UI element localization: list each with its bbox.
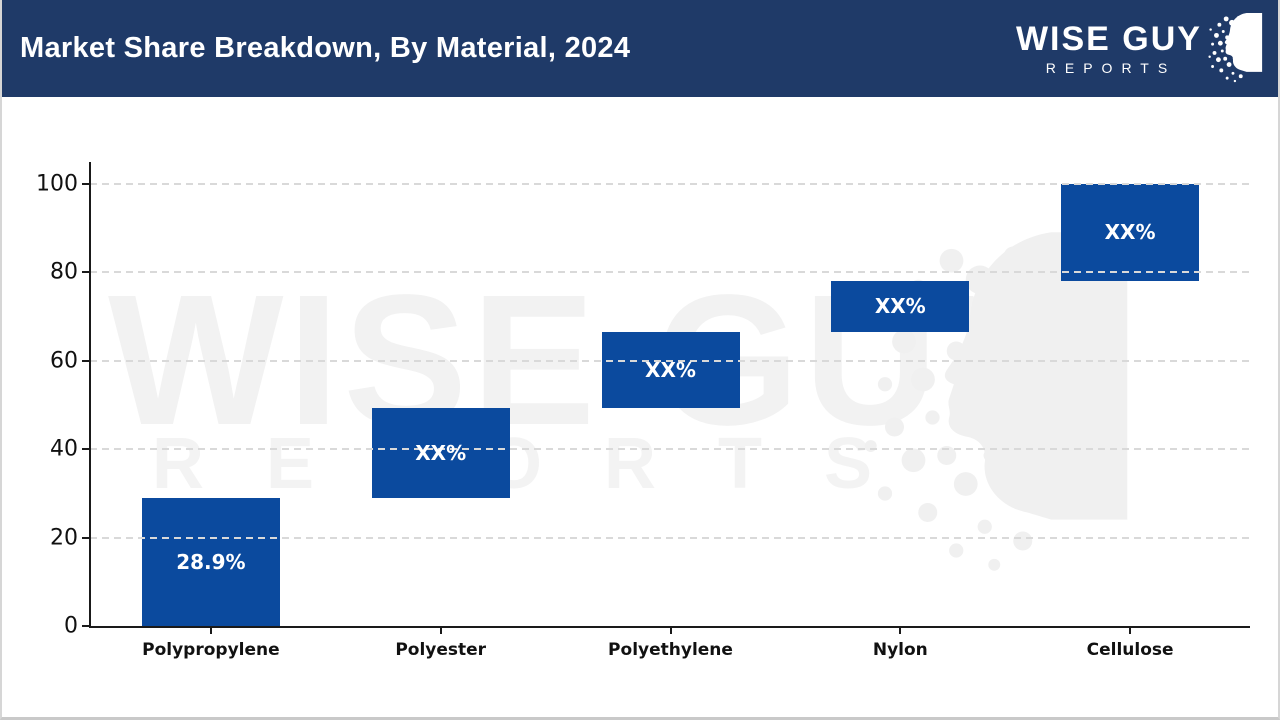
- bar-value-label: XX%: [874, 294, 926, 319]
- x-axis-line: [89, 626, 1250, 628]
- gridline-100: [90, 183, 1250, 185]
- bar-value-label: 28.9%: [176, 550, 246, 575]
- bar-polypropylene: 28.9%: [141, 498, 280, 626]
- wise-guy-reports-logo: WISE GUY REPORTS: [1016, 8, 1280, 90]
- bar-polyester: XX%: [371, 408, 510, 499]
- x-tick-mark-polyethylene: [669, 626, 672, 634]
- x-tick-mark-polypropylene: [209, 626, 212, 634]
- x-tick-mark-cellulose: [1129, 626, 1132, 634]
- x-axis-label-polypropylene: Polypropylene: [142, 640, 280, 660]
- y-tick-mark-40: [82, 448, 90, 451]
- gridline-60: [90, 359, 1250, 362]
- bar-nylon: XX%: [831, 280, 970, 332]
- x-tick-mark-nylon: [899, 626, 902, 634]
- x-axis-label-cellulose: Cellulose: [1086, 640, 1174, 660]
- bar-cellulose: XX%: [1061, 184, 1200, 281]
- logo-reports-label: REPORTS: [1045, 60, 1177, 76]
- y-tick-mark-20: [82, 536, 90, 539]
- bar-value-label: XX%: [1104, 220, 1156, 245]
- x-axis-label-polyester: Polyester: [395, 640, 487, 660]
- y-axis-line: [89, 162, 91, 628]
- y-tick-label-100: 100: [36, 171, 78, 197]
- bar-polyethylene: XX%: [601, 331, 740, 409]
- chart-title: Market Share Breakdown, By Material, 202…: [20, 32, 631, 64]
- y-tick-label-20: 20: [50, 525, 78, 551]
- header-bar: Market Share Breakdown, By Material, 202…: [0, 0, 1280, 97]
- y-tick-mark-100: [82, 183, 90, 185]
- x-tick-mark-polyester: [439, 626, 442, 634]
- y-tick-label-40: 40: [50, 436, 78, 462]
- bar-value-label: XX%: [415, 441, 467, 466]
- y-tick-mark-80: [82, 271, 90, 274]
- bar-value-label: XX%: [645, 357, 696, 382]
- logo-face-icon: [1198, 8, 1266, 90]
- logo-wise-guy-label: WISE GUY: [1015, 20, 1202, 58]
- gridline-40: [90, 448, 1250, 451]
- watermark-reports-text: REPORTS: [152, 424, 935, 504]
- gridline-20: [90, 536, 1250, 539]
- gridline-80: [90, 271, 1250, 274]
- y-tick-mark-60: [82, 359, 90, 362]
- y-tick-label-0: 0: [64, 613, 78, 639]
- y-tick-label-60: 60: [50, 348, 78, 374]
- x-axis-label-polyethylene: Polyethylene: [608, 640, 733, 660]
- logo-text: WISE GUY REPORTS: [1016, 22, 1202, 75]
- y-tick-mark-0: [82, 625, 90, 627]
- x-axis-label-nylon: Nylon: [872, 640, 928, 660]
- y-tick-label-80: 80: [50, 259, 78, 285]
